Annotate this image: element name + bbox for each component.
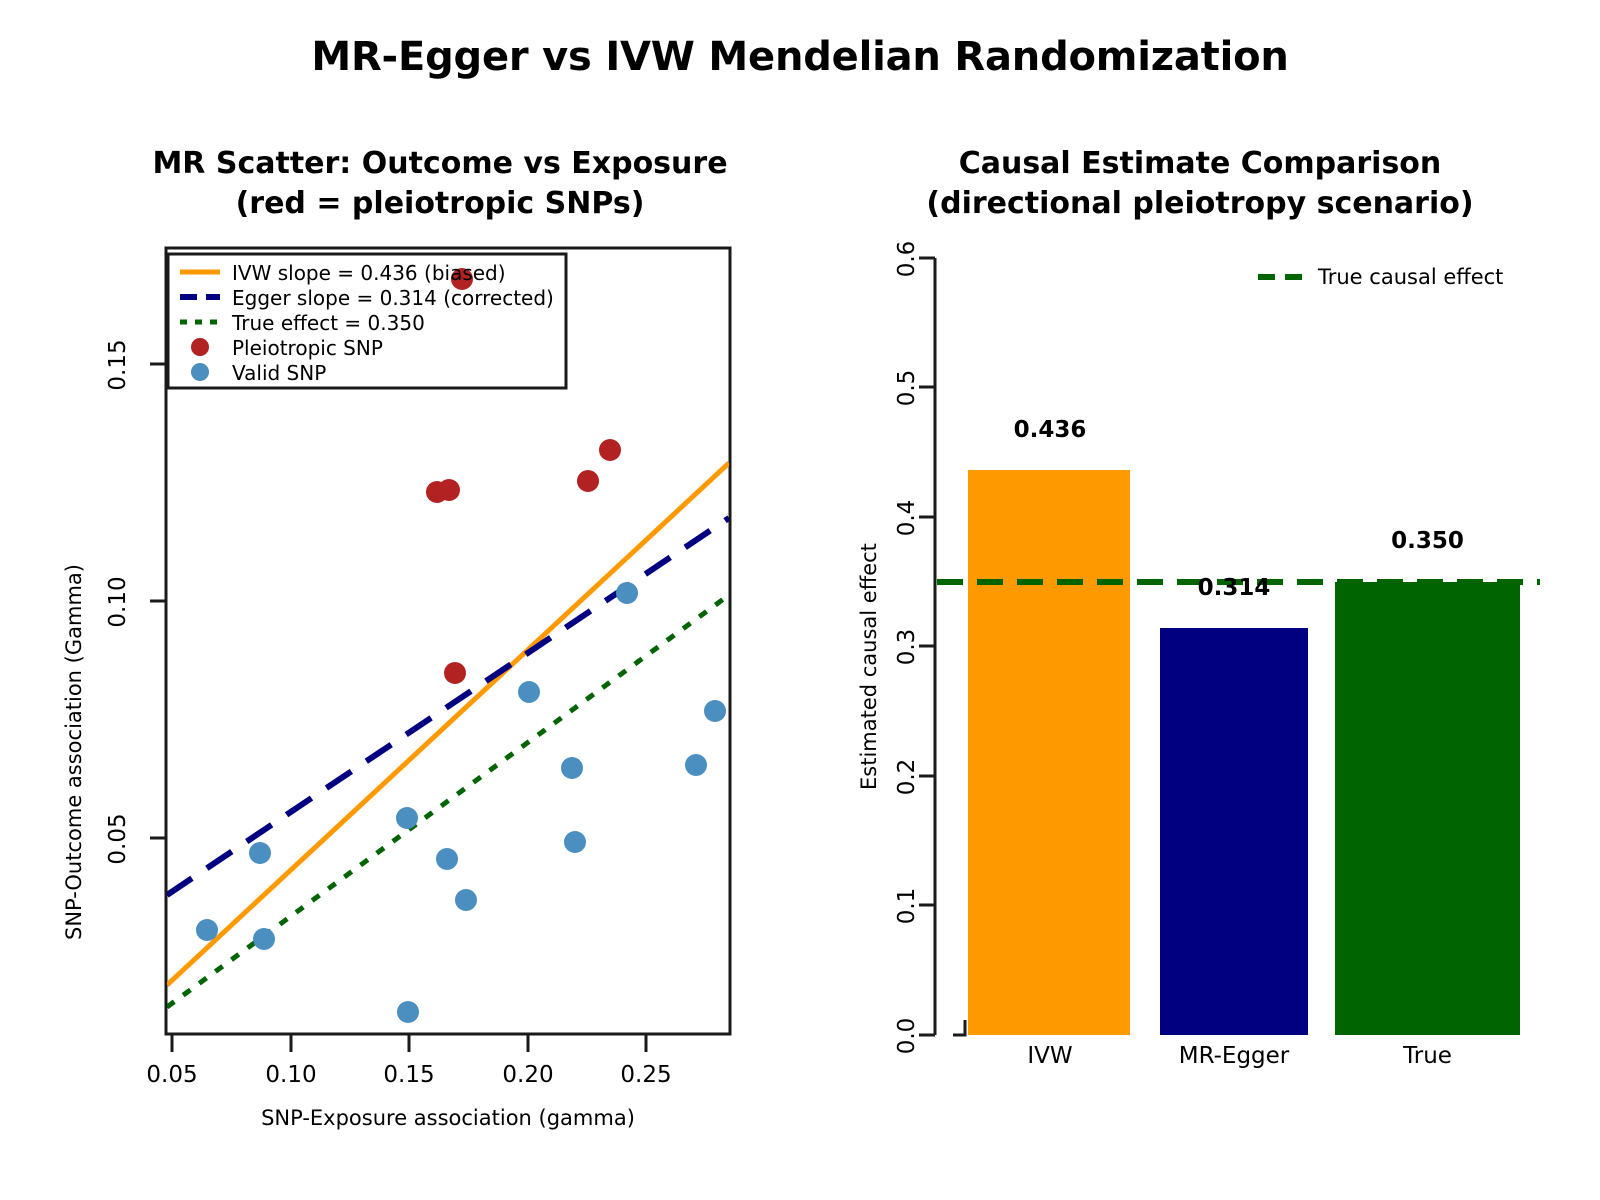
- bar-ytick-0-3: 0.3: [894, 628, 920, 666]
- valid-snp-points: [196, 582, 726, 1023]
- bar-category-mr-egger: MR-Egger: [1178, 1043, 1290, 1069]
- bar-category-ivw: IVW: [1027, 1043, 1073, 1069]
- scatter-xlabel: SNP-Exposure association (gamma): [261, 1106, 635, 1130]
- pleiotropic-snp-points: [426, 268, 621, 684]
- bar-ytick-0-6: 0.6: [894, 240, 920, 278]
- legend-label-true: True effect = 0.350: [232, 311, 425, 335]
- legend-label-pleiotropic: Pleiotropic SNP: [232, 336, 383, 360]
- egger-slope-line: [167, 515, 729, 898]
- scatter-ytick-0-15: 0.15: [105, 339, 131, 391]
- true-effect-line: [167, 592, 729, 1010]
- right-panel-title-line1: Causal Estimate Comparison: [958, 146, 1442, 181]
- bar-category-true: True: [1403, 1043, 1452, 1069]
- scatter-y-ticks: [150, 362, 166, 840]
- bar-ytick-0-1: 0.1: [894, 887, 920, 925]
- left-panel-title: MR Scatter: Outcome vs Exposure (red = p…: [40, 144, 840, 223]
- left-panel-title-line1: MR Scatter: Outcome vs Exposure: [152, 146, 728, 181]
- bar-ytick-0-4: 0.4: [894, 499, 920, 537]
- scatter-x-ticks: [170, 1034, 648, 1052]
- legend-label-valid: Valid SNP: [232, 361, 327, 385]
- scatter-xtick-0-05: 0.05: [146, 1062, 198, 1088]
- bar-value-ivw: 0.436: [1013, 417, 1087, 443]
- bar-ytick-0-5: 0.5: [894, 369, 920, 407]
- ivw-slope-line: [167, 461, 729, 987]
- bar-ylabel: Estimated causal effect: [857, 543, 881, 790]
- scatter-ytick-0-05: 0.05: [105, 813, 131, 865]
- legend-label-egger: Egger slope = 0.314 (corrected): [232, 286, 554, 310]
- legend-valid-point-icon: [191, 363, 209, 381]
- scatter-xtick-0-20: 0.20: [502, 1062, 554, 1088]
- bar-value-mr-egger: 0.314: [1197, 575, 1271, 601]
- bar-true[interactable]: [1335, 582, 1520, 1035]
- bar-value-true: 0.350: [1391, 528, 1464, 554]
- scatter-xtick-0-15: 0.15: [383, 1062, 435, 1088]
- scatter-ytick-0-10: 0.10: [105, 576, 131, 628]
- right-panel-title: Causal Estimate Comparison (directional …: [830, 144, 1570, 223]
- bar-x-axis-bracket: [953, 1020, 967, 1037]
- bar-ytick-0-2: 0.2: [894, 758, 920, 796]
- right-panel-title-line2: (directional pleiotropy scenario): [926, 185, 1474, 221]
- left-panel-title-line2: (red = pleiotropic SNPs): [235, 185, 645, 221]
- legend-pleiotropic-point-icon: [191, 338, 209, 356]
- figure-title: MR-Egger vs IVW Mendelian Randomization: [311, 34, 1289, 80]
- legend-label-true-causal-effect: True causal effect: [1318, 265, 1504, 289]
- scatter-xtick-0-25: 0.25: [620, 1062, 672, 1088]
- bar-ytick-0-0: 0.0: [894, 1017, 920, 1055]
- scatter-ylabel: SNP-Outcome association (Gamma): [62, 564, 86, 940]
- bar-ivw[interactable]: [968, 470, 1130, 1035]
- legend-label-ivw: IVW slope = 0.436 (biased): [232, 261, 506, 285]
- bar-y-ticks: [919, 256, 935, 1037]
- scatter-xtick-0-10: 0.10: [265, 1062, 317, 1088]
- bar-mr-egger[interactable]: [1160, 628, 1308, 1035]
